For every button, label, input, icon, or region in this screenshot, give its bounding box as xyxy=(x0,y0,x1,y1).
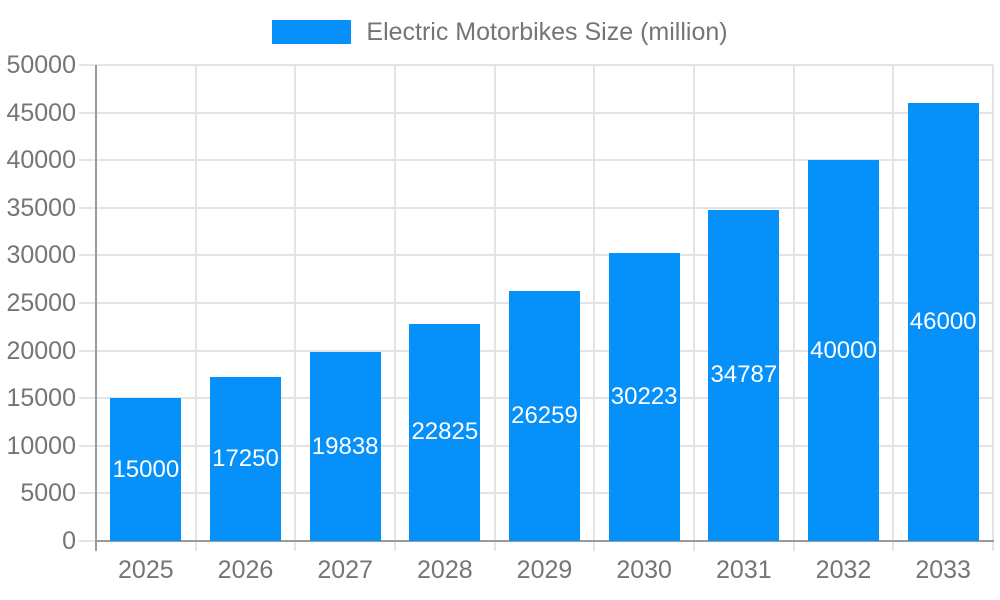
y-tick-label: 35000 xyxy=(6,193,76,222)
x-tick-label: 2027 xyxy=(317,556,373,584)
x-gridline xyxy=(294,65,297,541)
y-gridline xyxy=(96,111,993,114)
bar[interactable] xyxy=(708,209,780,541)
y-gridline xyxy=(96,206,993,209)
y-tick xyxy=(79,64,96,66)
bar-value-label: 30223 xyxy=(610,383,678,411)
x-tick-label: 2029 xyxy=(516,556,573,584)
y-tick-label: 0 xyxy=(62,527,76,555)
chart-legend[interactable]: Electric Motorbikes Size (million) xyxy=(0,18,1000,46)
y-tick-label: 25000 xyxy=(6,289,76,317)
x-tick xyxy=(892,541,895,551)
x-gridline xyxy=(792,65,795,541)
bar[interactable] xyxy=(808,160,879,541)
x-tick-label: 2032 xyxy=(815,556,872,584)
x-tick xyxy=(493,541,496,551)
y-gridline xyxy=(96,254,993,257)
y-gridline xyxy=(96,64,993,66)
y-tick-label: 20000 xyxy=(6,336,76,365)
bar[interactable] xyxy=(907,103,979,541)
x-gridline xyxy=(194,65,197,541)
y-tick-label: 50000 xyxy=(6,51,76,79)
x-tick-label: 2026 xyxy=(217,556,274,584)
x-gridline xyxy=(693,65,695,541)
x-tick xyxy=(792,541,795,551)
bar-value-label: 40000 xyxy=(810,336,877,364)
y-tick-label: 40000 xyxy=(6,146,76,175)
x-tick-label: 2031 xyxy=(716,556,772,584)
x-tick-label: 2025 xyxy=(118,556,174,584)
legend-swatch[interactable] xyxy=(272,20,352,44)
y-tick xyxy=(79,492,96,495)
bar[interactable] xyxy=(608,253,680,541)
x-tick xyxy=(194,541,197,551)
x-tick xyxy=(394,541,396,551)
x-tick xyxy=(693,541,695,551)
x-axis-line xyxy=(95,540,994,542)
bar-value-label: 17250 xyxy=(212,444,279,472)
bar-value-label: 26259 xyxy=(511,402,578,429)
bar[interactable] xyxy=(210,376,281,541)
x-gridline xyxy=(593,65,596,541)
x-tick xyxy=(294,541,297,551)
bar[interactable] xyxy=(309,352,381,541)
x-gridline xyxy=(493,65,496,541)
bar[interactable] xyxy=(409,323,481,541)
x-tick-label: 2028 xyxy=(417,556,473,584)
y-tick xyxy=(79,302,96,304)
bar-value-label: 22825 xyxy=(411,418,479,446)
bar-value-label: 15000 xyxy=(112,455,180,483)
x-gridline xyxy=(892,65,895,541)
legend-label[interactable]: Electric Motorbikes Size (million) xyxy=(366,18,728,46)
y-tick-label: 15000 xyxy=(6,384,76,413)
bar-value-label: 46000 xyxy=(909,308,977,336)
y-tick xyxy=(79,349,96,352)
x-tick-label: 2033 xyxy=(915,556,971,584)
y-tick-label: 30000 xyxy=(6,241,76,270)
y-tick-label: 5000 xyxy=(20,479,76,508)
y-tick xyxy=(79,397,96,400)
y-tick xyxy=(79,111,96,114)
bar[interactable] xyxy=(509,291,580,541)
y-tick-label: 10000 xyxy=(6,431,76,460)
bar-value-label: 19838 xyxy=(311,432,379,460)
y-tick xyxy=(79,159,96,162)
y-tick xyxy=(79,444,96,447)
x-tick xyxy=(992,541,994,551)
bar-value-label: 34787 xyxy=(710,361,778,389)
y-tick xyxy=(79,254,96,257)
x-tick-label: 2030 xyxy=(616,556,672,584)
x-gridline xyxy=(394,65,396,541)
y-tick-label: 45000 xyxy=(6,98,76,127)
y-tick xyxy=(79,540,96,542)
x-gridline xyxy=(992,65,994,541)
y-gridline xyxy=(96,159,993,162)
bar[interactable] xyxy=(110,398,182,541)
y-axis-line xyxy=(95,65,97,551)
y-tick xyxy=(79,206,96,209)
x-tick xyxy=(593,541,596,551)
